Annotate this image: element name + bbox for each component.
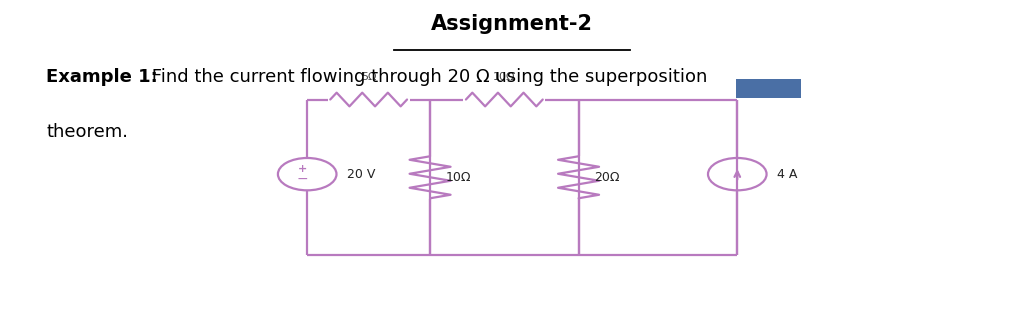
Text: −: − xyxy=(296,172,308,186)
Text: 20 V: 20 V xyxy=(347,168,375,181)
Bar xyxy=(736,79,801,98)
Text: Assignment-2: Assignment-2 xyxy=(431,14,593,34)
Text: Example 1:: Example 1: xyxy=(46,68,158,86)
Text: 20Ω: 20Ω xyxy=(594,171,620,184)
Text: 5Ω: 5Ω xyxy=(360,72,377,82)
Text: +: + xyxy=(297,164,307,174)
Text: 10Ω: 10Ω xyxy=(494,72,515,82)
Text: 4 A: 4 A xyxy=(777,168,797,181)
Text: theorem.: theorem. xyxy=(46,123,128,141)
Text: 10Ω: 10Ω xyxy=(445,171,471,184)
Text: Find the current flowing through 20 Ω using the superposition: Find the current flowing through 20 Ω us… xyxy=(146,68,708,86)
